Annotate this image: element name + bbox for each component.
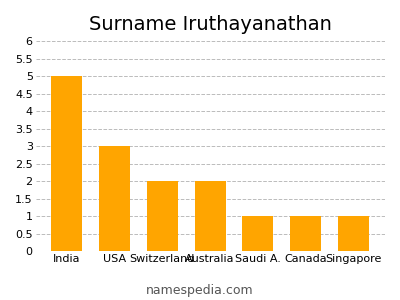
Bar	[147, 181, 178, 251]
Bar	[242, 216, 273, 251]
Bar	[194, 181, 226, 251]
Bar	[338, 216, 369, 251]
Bar	[51, 76, 82, 251]
Bar	[290, 216, 321, 251]
Text: namespedia.com: namespedia.com	[146, 284, 254, 297]
Bar	[99, 146, 130, 251]
Title: Surname Iruthayanathan: Surname Iruthayanathan	[89, 15, 332, 34]
